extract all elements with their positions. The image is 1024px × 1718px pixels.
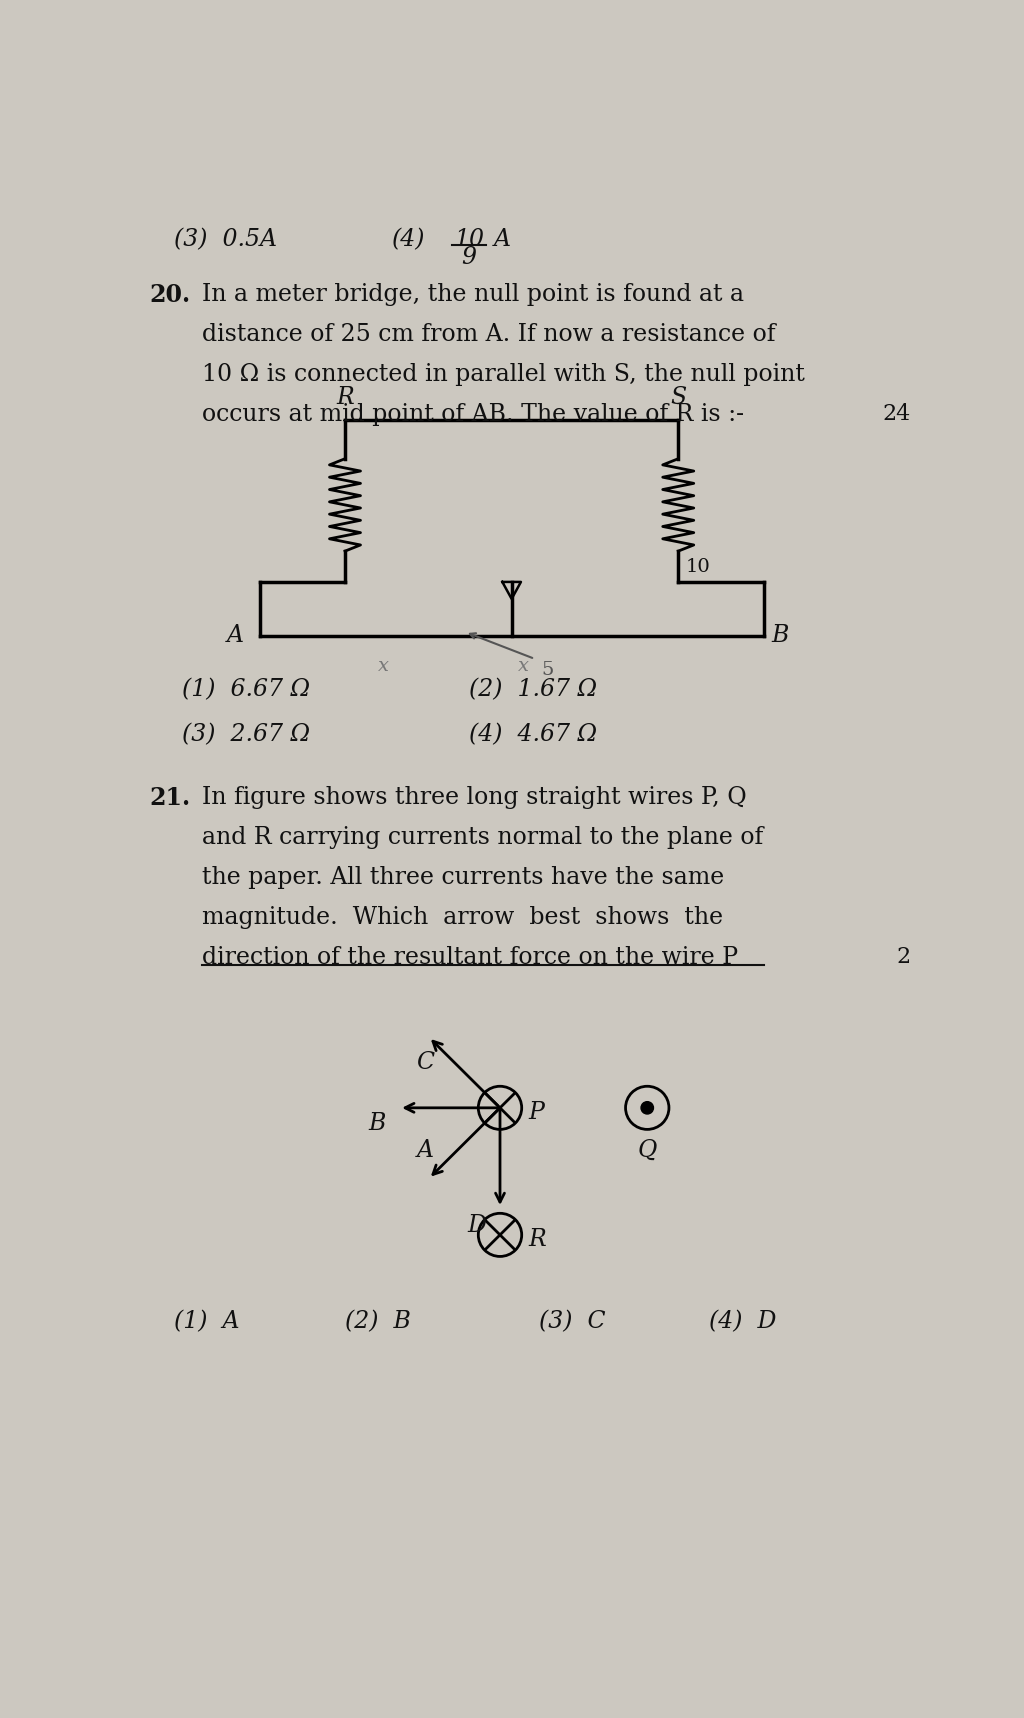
- Text: and R carrying currents normal to the plane of: and R carrying currents normal to the pl…: [202, 826, 763, 849]
- Text: B: B: [771, 624, 788, 648]
- Text: B: B: [368, 1112, 385, 1134]
- Text: (4): (4): [391, 228, 425, 251]
- Text: R: R: [528, 1228, 546, 1251]
- Text: 21.: 21.: [150, 785, 190, 809]
- Text: In figure shows three long straight wires P, Q: In figure shows three long straight wire…: [202, 785, 746, 809]
- Text: 10 Ω is connected in parallel with S, the null point: 10 Ω is connected in parallel with S, th…: [202, 362, 805, 387]
- Text: the paper. All three currents have the same: the paper. All three currents have the s…: [202, 866, 724, 888]
- Text: D: D: [467, 1215, 486, 1237]
- Text: (3)  2.67 Ω: (3) 2.67 Ω: [182, 723, 310, 746]
- Text: P: P: [528, 1101, 544, 1124]
- Text: 9: 9: [462, 246, 476, 270]
- Text: A: A: [417, 1139, 433, 1161]
- Text: x: x: [378, 658, 389, 675]
- Text: 20.: 20.: [150, 283, 190, 308]
- Text: 5: 5: [541, 661, 553, 679]
- Text: In a meter bridge, the null point is found at a: In a meter bridge, the null point is fou…: [202, 283, 743, 306]
- Text: (2)  1.67 Ω: (2) 1.67 Ω: [469, 679, 597, 701]
- Circle shape: [641, 1101, 653, 1113]
- Text: (4)  4.67 Ω: (4) 4.67 Ω: [469, 723, 597, 746]
- Text: 2: 2: [897, 947, 910, 969]
- Text: distance of 25 cm from A. If now a resistance of: distance of 25 cm from A. If now a resis…: [202, 323, 775, 347]
- Text: C: C: [416, 1051, 434, 1074]
- Text: S: S: [670, 385, 686, 409]
- Text: (3)  0.5A: (3) 0.5A: [174, 228, 278, 251]
- Text: A: A: [227, 624, 245, 648]
- Text: A: A: [494, 228, 511, 251]
- Text: R: R: [336, 385, 354, 409]
- Text: (1)  A: (1) A: [174, 1311, 240, 1333]
- Text: x: x: [518, 658, 528, 675]
- Text: 10: 10: [686, 558, 711, 576]
- Text: 10: 10: [454, 228, 484, 251]
- Text: Q: Q: [638, 1139, 657, 1161]
- Text: magnitude.  Which  arrow  best  shows  the: magnitude. Which arrow best shows the: [202, 905, 723, 929]
- Text: occurs at mid point of AB. The value of R is :-: occurs at mid point of AB. The value of …: [202, 404, 743, 426]
- Text: (4)  D: (4) D: [710, 1311, 777, 1333]
- Text: (2)  B: (2) B: [345, 1311, 411, 1333]
- Text: (1)  6.67 Ω: (1) 6.67 Ω: [182, 679, 310, 701]
- Text: 24: 24: [883, 404, 910, 426]
- Text: (3)  C: (3) C: [539, 1311, 605, 1333]
- Text: direction of the resultant force on the wire P: direction of the resultant force on the …: [202, 947, 737, 969]
